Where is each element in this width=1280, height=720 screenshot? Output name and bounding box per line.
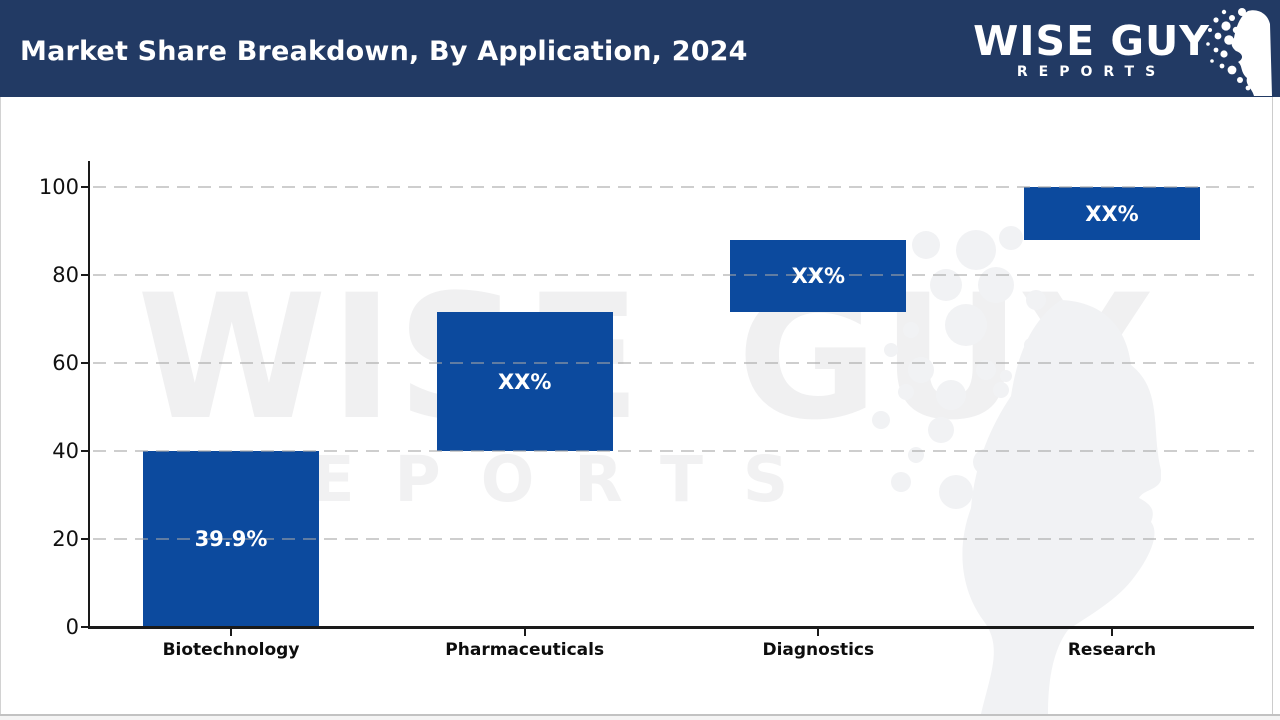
x-category-label: Research (1067, 640, 1157, 660)
gridline-y-80 (93, 274, 1254, 276)
wise-guy-reports-logo: WISE GUY REPORTS (973, 4, 1274, 96)
y-tick-label: 0 (65, 615, 79, 639)
y-tick-label: 60 (52, 351, 79, 375)
x-tick-mark (523, 629, 526, 636)
x-category-label: Pharmaceuticals (445, 640, 605, 660)
y-tick-mark (81, 626, 89, 628)
y-tick-mark (81, 362, 89, 364)
y-tick-label: 100 (38, 175, 79, 199)
gridline-y-100 (93, 186, 1254, 188)
y-tick-mark (81, 186, 89, 188)
bar-value-label: XX% (791, 264, 846, 289)
gridline-y-40 (93, 450, 1254, 452)
gridline-y-60 (93, 362, 1254, 364)
bar-value-label: 39.9% (194, 527, 268, 552)
figure-right-border (1272, 97, 1273, 714)
y-tick-mark (81, 450, 89, 452)
bar-diagnostics (730, 240, 907, 313)
figure-bottom-margin (0, 716, 1280, 720)
bar-value-label: XX% (1085, 201, 1139, 226)
logo-wordmark: WISE GUY (973, 17, 1210, 65)
x-tick-mark (817, 629, 820, 636)
bar-value-label: XX% (497, 369, 552, 394)
logo-face-icon (1206, 8, 1272, 96)
y-tick-label: 40 (52, 439, 79, 463)
watermark-wordmark: WISE GUY (137, 257, 1152, 458)
bar-research (1024, 187, 1200, 241)
logo-text: WISE GUY REPORTS (973, 17, 1210, 81)
chart-area: WISE GUY REPORTS 0 20 40 60 80 100 39.9% Biotec… (0, 97, 1280, 714)
y-tick-mark (81, 538, 89, 540)
gridline-y-20 (93, 538, 1254, 540)
y-axis-line (88, 161, 90, 629)
y-tick-label: 20 (52, 527, 79, 551)
header-banner: Market Share Breakdown, By Application, … (0, 0, 1280, 97)
x-axis-line (88, 626, 1254, 629)
x-category-label: Biotechnology (162, 640, 300, 660)
bar-pharmaceuticals (436, 312, 613, 452)
figure-bottom-border (0, 714, 1280, 716)
x-category-label: Diagnostics (762, 640, 875, 660)
logo-subtext: REPORTS (1016, 64, 1167, 81)
watermark-face-icon (872, 226, 1161, 714)
y-tick-label: 80 (52, 263, 79, 287)
page-title: Market Share Breakdown, By Application, … (20, 36, 748, 67)
x-tick-mark (230, 629, 232, 636)
y-tick-mark (81, 274, 89, 276)
x-tick-mark (1111, 629, 1113, 636)
